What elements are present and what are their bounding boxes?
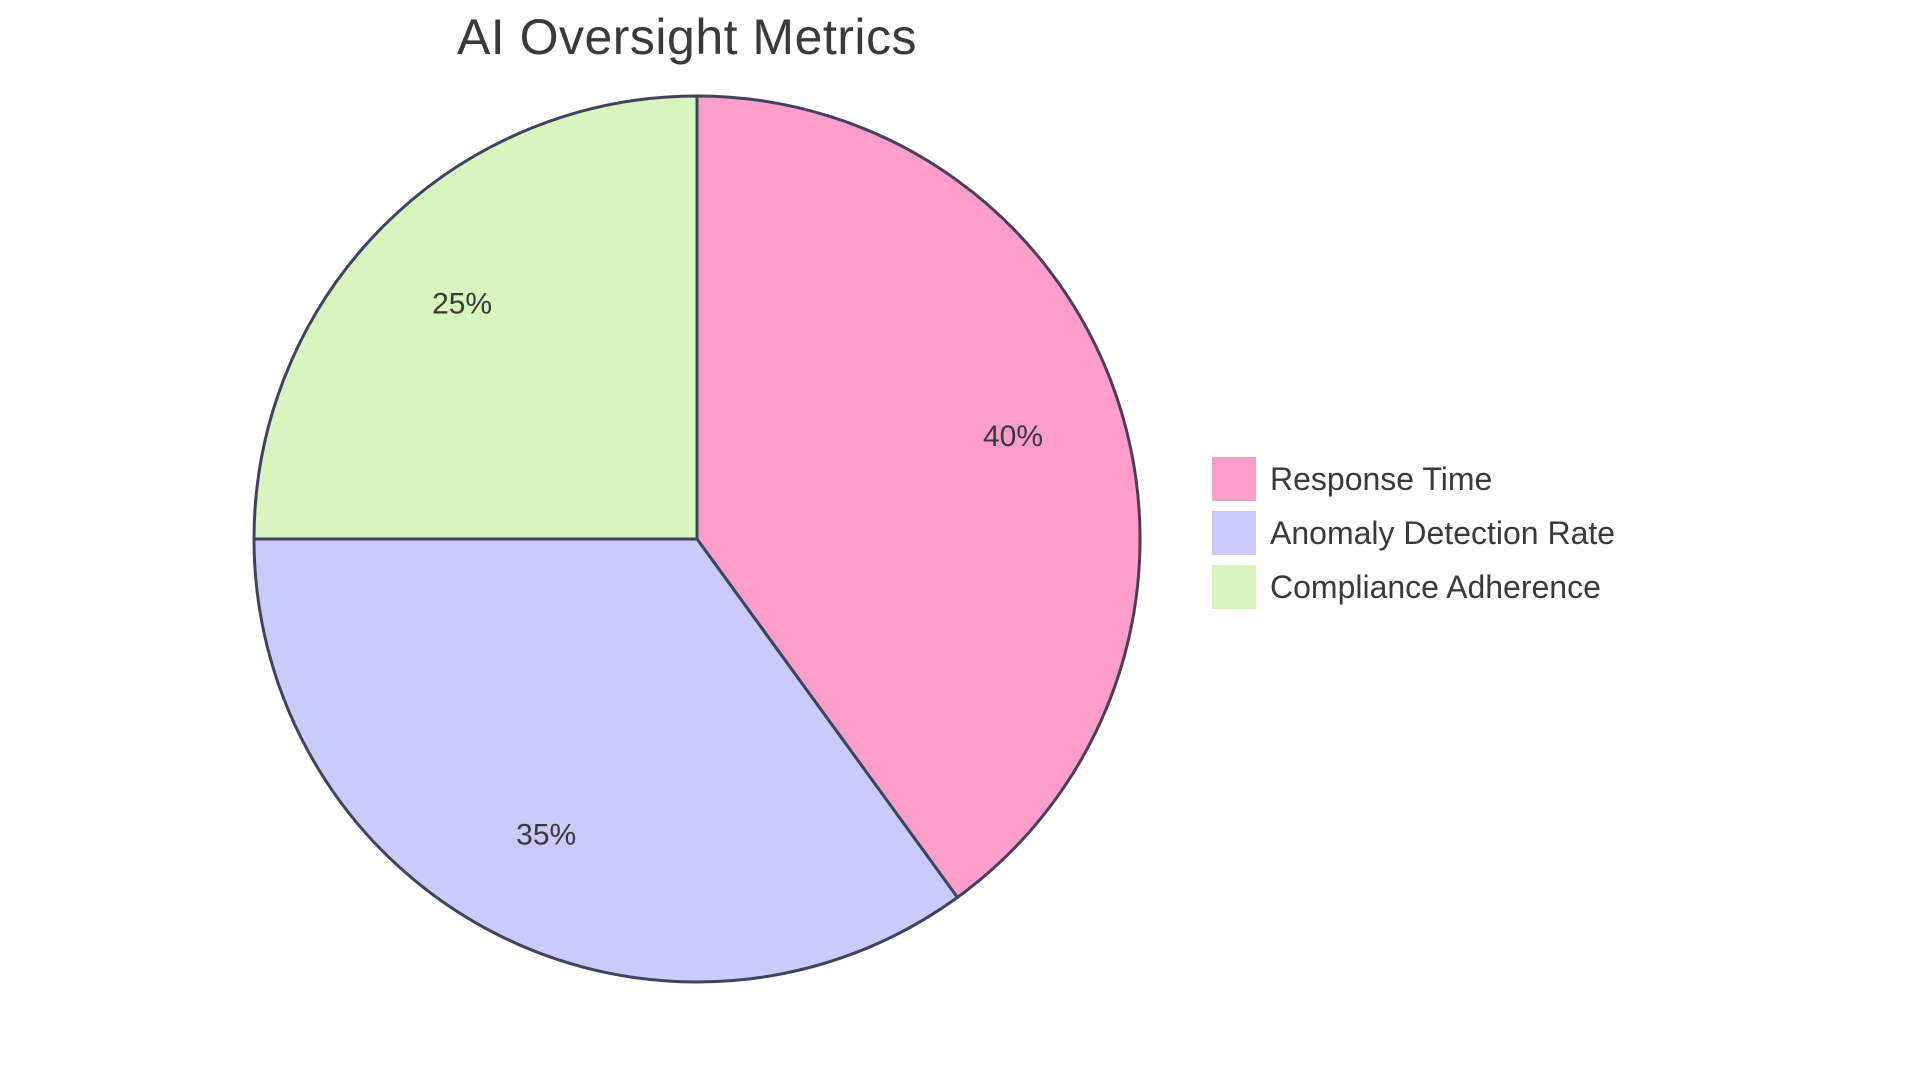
pie-slice-value-label: 35% — [516, 819, 576, 852]
legend-swatch — [1212, 457, 1256, 501]
legend-swatch — [1212, 511, 1256, 555]
chart-title: AI Oversight Metrics — [456, 9, 918, 65]
pie-slice-anomaly-detection-rate[interactable] — [252, 537, 959, 984]
pie-slice-value-label: 40% — [983, 420, 1043, 453]
pie-slice-value-label: 25% — [432, 288, 492, 321]
legend-item-response-time[interactable]: Response Time — [1212, 457, 1615, 501]
pie-slice-response-time[interactable] — [695, 94, 1142, 899]
legend-label: Response Time — [1270, 460, 1493, 497]
legend-item-anomaly-detection-rate[interactable]: Anomaly Detection Rate — [1212, 511, 1615, 555]
legend-label: Compliance Adherence — [1270, 568, 1601, 605]
legend-item-compliance-adherence[interactable]: Compliance Adherence — [1212, 565, 1615, 609]
legend-label: Anomaly Detection Rate — [1270, 514, 1616, 551]
legend: Response Time Anomaly Detection Rate Compl… — [1212, 457, 1615, 609]
legend-swatch — [1212, 565, 1256, 609]
pie-slice-compliance-adherence[interactable] — [252, 94, 699, 541]
